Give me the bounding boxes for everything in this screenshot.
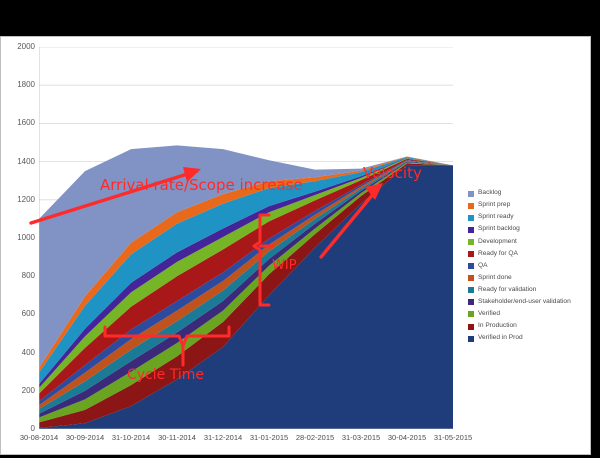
legend-swatch-icon [468, 335, 474, 342]
y-axis-tick-label: 1200 [17, 194, 35, 204]
legend-label: Stakeholder/end-user validation [478, 298, 571, 306]
legend-swatch-icon [468, 250, 474, 257]
legend-swatch-icon [468, 323, 474, 330]
annotation-velocity: Velocity [363, 164, 422, 182]
legend-item[interactable]: In Production [468, 322, 590, 331]
annotation-arrival-rate: Arrival rate/Scope increase [100, 176, 303, 194]
cumulative-flow-chart [39, 47, 453, 429]
legend-item[interactable]: QA [468, 261, 590, 271]
legend-label: Verified [478, 310, 500, 318]
legend-label: QA [478, 261, 488, 269]
x-axis-tick-label: 30-09-2014 [65, 433, 105, 442]
legend-item[interactable]: Sprint ready [468, 213, 590, 222]
chart-legend: Backlog Sprint prep Sprint ready Sprint bac… [468, 189, 590, 346]
legend-swatch-icon [468, 190, 474, 197]
y-axis-tick-label: 400 [21, 347, 35, 357]
legend-swatch-icon [468, 263, 474, 270]
y-axis-tick-label: 800 [21, 271, 35, 281]
legend-label: Sprint backlog [478, 225, 520, 233]
legend-label: Sprint done [478, 273, 512, 281]
legend-swatch-icon [468, 238, 474, 245]
legend-item[interactable]: Stakeholder/end-user validation [468, 298, 590, 307]
x-axis-tick-label: 28-02-2015 [295, 433, 335, 442]
legend-label: Ready for validation [478, 285, 537, 293]
plot-area: 0 200 400 600 800 1000 1200 1400 1600 1800 2000 30… [17, 43, 472, 443]
x-axis-tick-label: 31-12-2014 [203, 433, 243, 442]
legend-label: Verified in Prod [478, 334, 523, 342]
annotation-cycle-time: Cycle Time [127, 367, 204, 383]
y-axis-tick-label: 200 [21, 385, 35, 395]
legend-label: Ready for QA [478, 249, 518, 257]
x-axis-tick-label: 30-08-2014 [19, 433, 59, 442]
x-axis-tick-label: 31-10-2014 [111, 433, 151, 442]
legend-swatch-icon [468, 214, 474, 221]
legend-item[interactable]: Verified in Prod [468, 334, 590, 343]
legend-swatch-icon [468, 311, 474, 318]
legend-label: In Production [478, 322, 517, 330]
x-axis-tick-label: 31-05-2015 [433, 433, 473, 442]
legend-swatch-icon [468, 275, 474, 282]
legend-label: Sprint prep [478, 201, 511, 209]
legend-label: Development [478, 237, 517, 245]
y-axis-tick-label: 600 [21, 309, 35, 319]
legend-item[interactable]: Sprint prep [468, 201, 590, 210]
legend-swatch-icon [468, 202, 474, 209]
legend-label: Sprint ready [478, 213, 514, 221]
legend-item[interactable]: Sprint done [468, 273, 590, 283]
legend-item[interactable]: Backlog [468, 189, 590, 198]
legend-item[interactable]: Ready for validation [468, 285, 590, 295]
x-axis-tick-label: 30-11-2014 [158, 433, 196, 442]
y-axis-tick-label: 1000 [17, 233, 35, 242]
y-axis-tick-label: 1600 [17, 118, 35, 128]
legend-item[interactable]: Sprint backlog [468, 225, 590, 234]
y-axis-tick-label: 2000 [17, 42, 35, 51]
x-axis-tick-label: 31-03-2015 [341, 433, 381, 442]
y-axis-tick-label: 1800 [17, 80, 35, 90]
annotation-wip: WIP [272, 258, 297, 273]
legend-swatch-icon [468, 287, 474, 294]
legend-item[interactable]: Development [468, 237, 590, 246]
legend-item[interactable]: Verified [468, 310, 590, 319]
legend-swatch-icon [468, 226, 474, 233]
legend-swatch-icon [468, 299, 474, 306]
y-axis-tick-label: 0 [30, 424, 35, 433]
y-axis-tick-label: 1400 [17, 156, 35, 166]
legend-item[interactable]: Ready for QA [468, 249, 590, 258]
legend-label: Backlog [478, 189, 502, 197]
x-axis-tick-label: 31-01-2015 [249, 433, 289, 442]
chart-card: 0 200 400 600 800 1000 1200 1400 1600 1800 2000 30… [0, 36, 591, 455]
x-axis-tick-label: 30-04-2015 [387, 433, 427, 442]
